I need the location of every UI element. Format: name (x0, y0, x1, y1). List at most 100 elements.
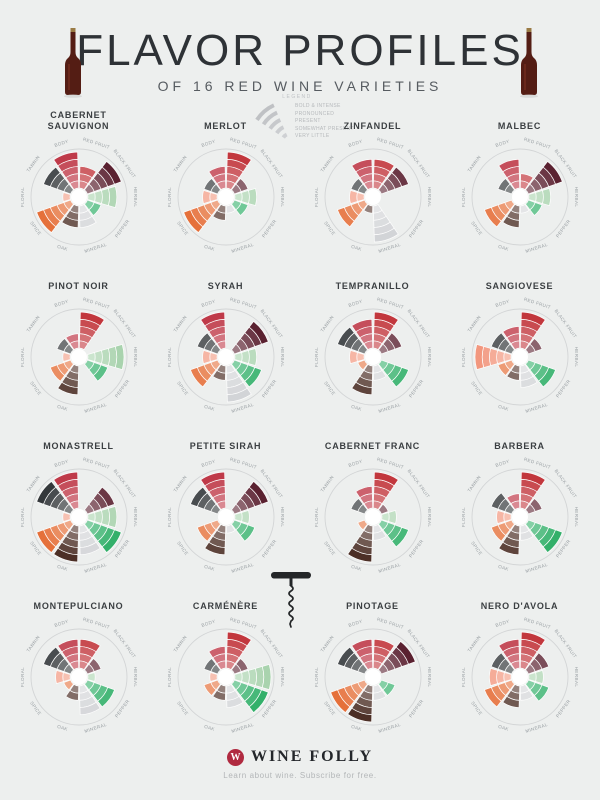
wine-cell: SYRAH RED FRUIT BLACK FRUIT HERBAL PEPPER MIN… (152, 270, 299, 430)
wine-title: SYRAH (207, 280, 244, 291)
legend: LEGEND BOLD & INTENSE PRONOUNCED PRESENT… (250, 94, 370, 142)
axis-label: PEPPER (261, 378, 278, 398)
wine-title: MALBEC (497, 120, 542, 131)
footer-tagline: Learn about wine. Subscribe for free. (223, 771, 377, 780)
axis-label: FLORAL (461, 667, 466, 687)
axis-label: MINERAL (230, 562, 254, 574)
wine-cell: MALBEC RED FRUIT BLACK FRUIT HERBAL PEPPER MI… (446, 110, 593, 270)
axis-label: RED FRUIT (229, 297, 257, 310)
axis-label: RED FRUIT (82, 137, 110, 150)
wine-cell: PINOTAGE RED FRUIT BLACK FRUIT HERBAL PEPPER… (299, 590, 446, 750)
axis-label: BODY (347, 139, 362, 148)
axis-label: OAK (350, 564, 362, 572)
axis-label: BODY (200, 299, 215, 308)
axis-label: SPICE (323, 381, 336, 397)
wine-cell: CARMÉNÈRE RED FRUIT BLACK FRUIT HERBAL PEPPE… (152, 590, 299, 750)
axis-label: PEPPER (261, 538, 278, 558)
axis-label: BODY (200, 139, 215, 148)
axis-label: OAK (203, 404, 215, 412)
axis-label: BODY (53, 139, 68, 148)
wine-title: CABERNET FRANC (324, 440, 421, 451)
axis-label: OAK (203, 564, 215, 572)
axis-label: BODY (347, 299, 362, 308)
axis-label: MINERAL (524, 402, 548, 414)
axis-label: FLORAL (167, 347, 172, 367)
axis-label: BLACK FRUIT (553, 468, 577, 499)
legend-level-label: VERY LITTLE (295, 133, 330, 140)
axis-label: HERBAL (427, 347, 432, 368)
axis-label: BODY (494, 459, 509, 468)
axis-label: SPICE (323, 221, 336, 237)
axis-label: RED FRUIT (523, 137, 551, 150)
axis-label: PEPPER (114, 378, 131, 398)
axis-label: HERBAL (133, 667, 138, 688)
wine-cell: BARBERA RED FRUIT BLACK FRUIT HERBAL PEPPER M… (446, 430, 593, 590)
axis-label: FLORAL (20, 507, 25, 527)
axis-label: MINERAL (377, 242, 401, 254)
axis-label: BODY (53, 299, 68, 308)
axis-label: BODY (494, 139, 509, 148)
legend-level-label: PRONOUNCED (295, 110, 335, 117)
axis-label: BLACK FRUIT (553, 308, 577, 339)
legend-level-label: SOMEWHAT PRESENT (295, 125, 354, 132)
axis-label: PEPPER (408, 218, 425, 238)
axis-label: MINERAL (524, 562, 548, 574)
axis-label: BODY (200, 459, 215, 468)
axis-label: SPICE (470, 701, 483, 717)
wine-cell: PINOT NOIR RED FRUIT BLACK FRUIT HERBAL PEPP… (5, 270, 152, 430)
wine-title: PETITE SIRAH (189, 440, 262, 451)
wine-title: ZINFANDEL (343, 120, 402, 131)
axis-label: SPICE (176, 381, 189, 397)
axis-label: OAK (350, 404, 362, 412)
wine-title: PINOT NOIR (48, 280, 109, 291)
axis-label: SPICE (29, 221, 42, 237)
wine-cell: CABERNET FRANC RED FRUIT BLACK FRUIT HERBAL… (299, 430, 446, 590)
wine-title: PINOTAGE (346, 600, 399, 611)
axis-label: OAK (56, 724, 68, 732)
page-title: FLAVOR PROFILES (76, 26, 524, 75)
axis-label: MINERAL (83, 722, 107, 734)
axis-label: HERBAL (280, 667, 285, 688)
legend-levels: BOLD & INTENSE PRONOUNCED PRESENT SOMEWH… (295, 103, 354, 141)
axis-label: PEPPER (408, 698, 425, 718)
axis-label: HERBAL (133, 187, 138, 208)
axis-label: RED FRUIT (82, 617, 110, 630)
header: FLAVOR PROFILES OF 16 RED WINE VARIETIES (0, 0, 600, 98)
axis-label: BODY (347, 619, 362, 628)
axis-label: SPICE (470, 541, 483, 557)
axis-label: HERBAL (574, 507, 579, 528)
axis-label: OAK (497, 404, 509, 412)
axis-label: PEPPER (555, 698, 572, 718)
axis-label: BODY (200, 619, 215, 628)
footer: W WINE FOLLY Learn about wine. Subscribe… (0, 748, 600, 780)
axis-label: SPICE (176, 541, 189, 557)
axis-label: BLACK FRUIT (553, 628, 577, 659)
axis-label: FLORAL (314, 187, 319, 207)
wine-title: NERO D'AVOLA (480, 600, 559, 611)
axis-label: SPICE (323, 701, 336, 717)
axis-label: RED FRUIT (376, 137, 404, 150)
axis-label: BLACK FRUIT (259, 148, 283, 179)
axis-label: HERBAL (574, 667, 579, 688)
axis-label: PEPPER (114, 218, 131, 238)
axis-label: FLORAL (461, 347, 466, 367)
axis-label: OAK (497, 564, 509, 572)
axis-label: BLACK FRUIT (112, 628, 136, 659)
axis-label: RED FRUIT (376, 457, 404, 470)
axis-label: HERBAL (574, 347, 579, 368)
axis-label: HERBAL (427, 667, 432, 688)
wine-cell: SANGIOVESE RED FRUIT BLACK FRUIT HERBAL PEPP… (446, 270, 593, 430)
legend-level-label: BOLD & INTENSE (295, 103, 341, 109)
axis-label: FLORAL (314, 507, 319, 527)
axis-label: OAK (56, 564, 68, 572)
wine-title: CABERNET SAUVIGNON (47, 110, 110, 131)
axis-label: MINERAL (83, 562, 107, 574)
